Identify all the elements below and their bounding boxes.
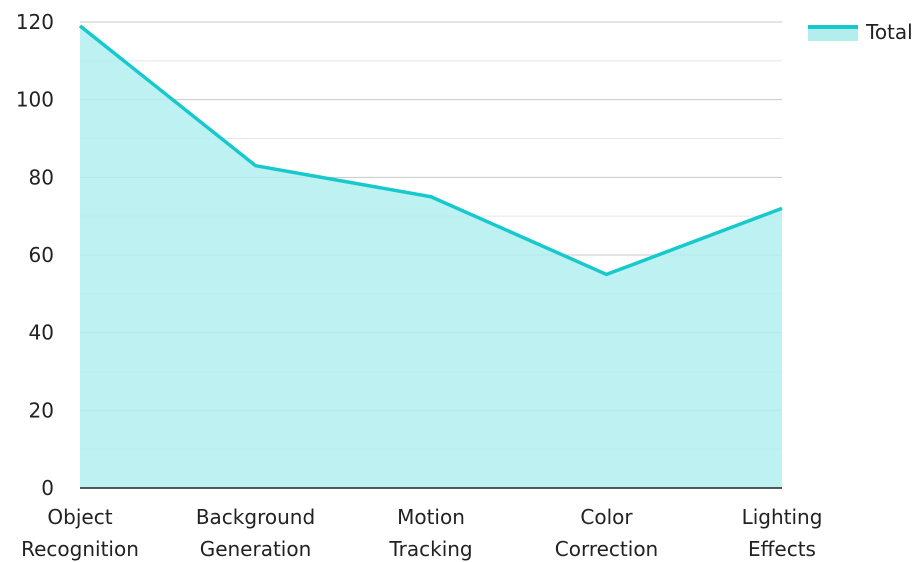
legend-swatch-total <box>808 25 858 41</box>
x-tick-label: Color Correction <box>555 505 658 561</box>
y-tick-label: 0 <box>41 476 54 500</box>
x-tick-label: Background Generation <box>196 505 315 561</box>
y-tick-label: 120 <box>16 10 54 34</box>
legend: Total <box>808 20 913 44</box>
y-tick-label: 80 <box>29 165 54 189</box>
series-line-total <box>78 24 783 277</box>
y-tick-label: 20 <box>29 398 54 422</box>
x-tick-label: Lighting Effects <box>742 505 823 561</box>
y-tick-label: 40 <box>29 321 54 345</box>
y-tick-label: 60 <box>29 243 54 267</box>
x-tick-label: Motion Tracking <box>388 505 472 561</box>
y-tick-label: 100 <box>16 88 54 112</box>
x-tick-label: Object Recognition <box>21 505 139 561</box>
x-axis-ticks: Object Recognition Background Generation Mot… <box>21 505 822 561</box>
y-axis-ticks: 0 20 40 60 80 100 120 <box>16 10 54 500</box>
legend-label-total: Total <box>866 20 913 44</box>
series-area-total <box>80 25 782 489</box>
